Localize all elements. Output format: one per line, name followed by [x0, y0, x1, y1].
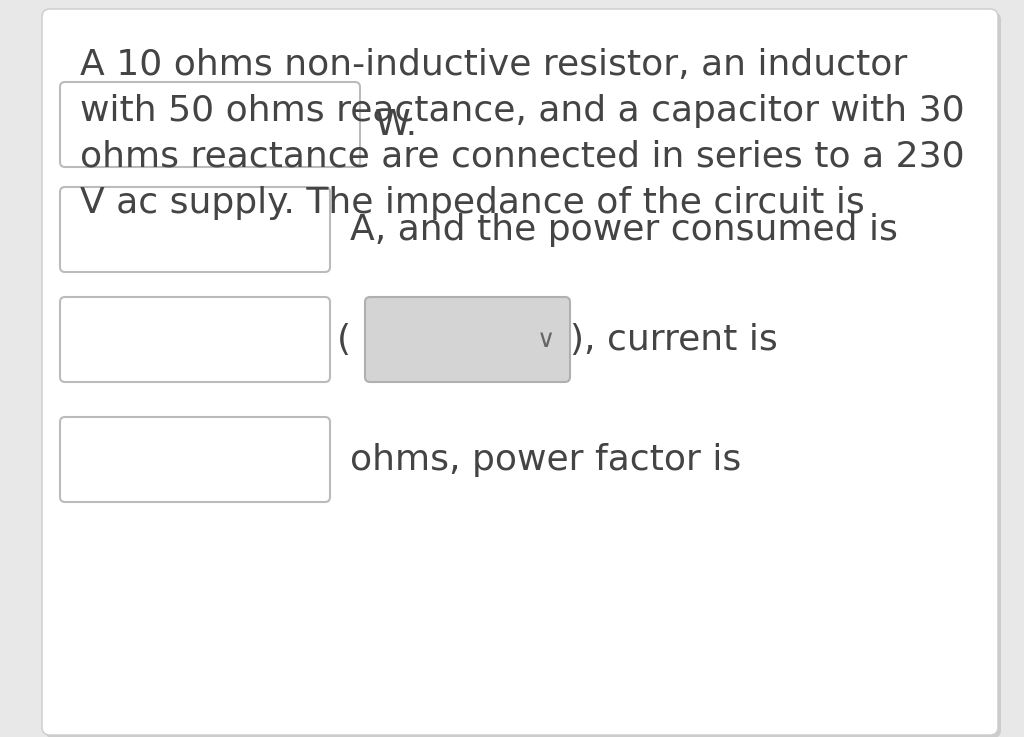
Text: ∨: ∨ — [537, 327, 555, 352]
Text: V ac supply. The impedance of the circuit is: V ac supply. The impedance of the circui… — [80, 186, 864, 220]
FancyBboxPatch shape — [60, 187, 330, 272]
Text: A, and the power consumed is: A, and the power consumed is — [350, 212, 898, 246]
Text: ohms, power factor is: ohms, power factor is — [350, 442, 741, 477]
FancyBboxPatch shape — [365, 297, 570, 382]
FancyBboxPatch shape — [60, 417, 330, 502]
Text: with 50 ohms reactance, and a capacitor with 30: with 50 ohms reactance, and a capacitor … — [80, 94, 965, 128]
FancyBboxPatch shape — [42, 9, 998, 735]
FancyBboxPatch shape — [45, 12, 1001, 737]
FancyBboxPatch shape — [60, 297, 330, 382]
Text: ), current is: ), current is — [570, 323, 778, 357]
Text: (: ( — [337, 323, 351, 357]
Text: W.: W. — [375, 108, 418, 142]
Text: ohms reactance are connected in series to a 230: ohms reactance are connected in series t… — [80, 139, 965, 173]
Text: A 10 ohms non-inductive resistor, an inductor: A 10 ohms non-inductive resistor, an ind… — [80, 47, 907, 82]
FancyBboxPatch shape — [60, 82, 360, 167]
